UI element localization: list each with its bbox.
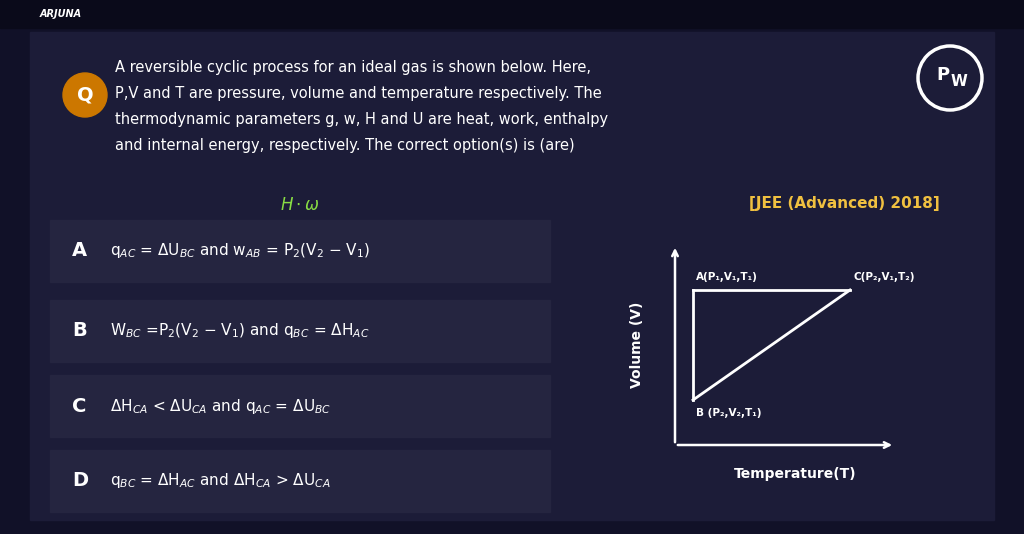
- Text: A reversible cyclic process for an ideal gas is shown below. Here,: A reversible cyclic process for an ideal…: [115, 60, 591, 75]
- Text: W$_{BC}$ =P$_2$(V$_2$ − V$_1$) and q$_{BC}$ = ΔH$_{AC}$: W$_{BC}$ =P$_2$(V$_2$ − V$_1$) and q$_{B…: [110, 321, 370, 341]
- Text: P: P: [936, 66, 949, 84]
- Text: B (P₂,V₂,T₁): B (P₂,V₂,T₁): [696, 408, 762, 418]
- Bar: [50, 300, 550, 362]
- Text: ΔH$_{CA}$ < ΔU$_{CA}$ and q$_{AC}$ = ΔU$_{BC}$: ΔH$_{CA}$ < ΔU$_{CA}$ and q$_{AC}$ = ΔU$…: [110, 397, 331, 415]
- Text: Volume (V): Volume (V): [630, 302, 644, 388]
- Bar: [50, 375, 550, 437]
- Text: B: B: [72, 321, 87, 341]
- Text: P,V and T are pressure, volume and temperature respectively. The: P,V and T are pressure, volume and tempe…: [115, 86, 602, 101]
- Text: thermodynamic parameters g, w, H and U are heat, work, enthalpy: thermodynamic parameters g, w, H and U a…: [115, 112, 608, 127]
- Text: C: C: [72, 397, 86, 415]
- Text: and internal energy, respectively. The correct option(s) is (are): and internal energy, respectively. The c…: [115, 138, 574, 153]
- Circle shape: [63, 73, 106, 117]
- Bar: [50, 450, 550, 512]
- Text: q$_{AC}$ = ΔU$_{BC}$ and w$_{AB}$ = P$_2$(V$_2$ − V$_1$): q$_{AC}$ = ΔU$_{BC}$ and w$_{AB}$ = P$_2…: [110, 241, 371, 261]
- Bar: [50, 220, 550, 282]
- Text: W: W: [950, 75, 968, 90]
- Text: C(P₂,V₁,T₂): C(P₂,V₁,T₂): [854, 272, 915, 282]
- Text: Q: Q: [77, 85, 93, 105]
- Text: q$_{BC}$ = ΔH$_{AC}$ and ΔH$_{CA}$ > ΔU$_{CA}$: q$_{BC}$ = ΔH$_{AC}$ and ΔH$_{CA}$ > ΔU$…: [110, 472, 331, 491]
- Text: Temperature(T): Temperature(T): [733, 467, 856, 481]
- Text: ARJUNA: ARJUNA: [40, 9, 82, 19]
- Bar: [0, 0, 1024, 28]
- Text: [JEE (Advanced) 2018]: [JEE (Advanced) 2018]: [750, 196, 940, 211]
- Text: A: A: [72, 241, 87, 261]
- Text: A(P₁,V₁,T₁): A(P₁,V₁,T₁): [696, 272, 758, 282]
- Text: D: D: [72, 472, 88, 491]
- Text: $\it{H \cdot \omega}$: $\it{H \cdot \omega}$: [281, 196, 319, 214]
